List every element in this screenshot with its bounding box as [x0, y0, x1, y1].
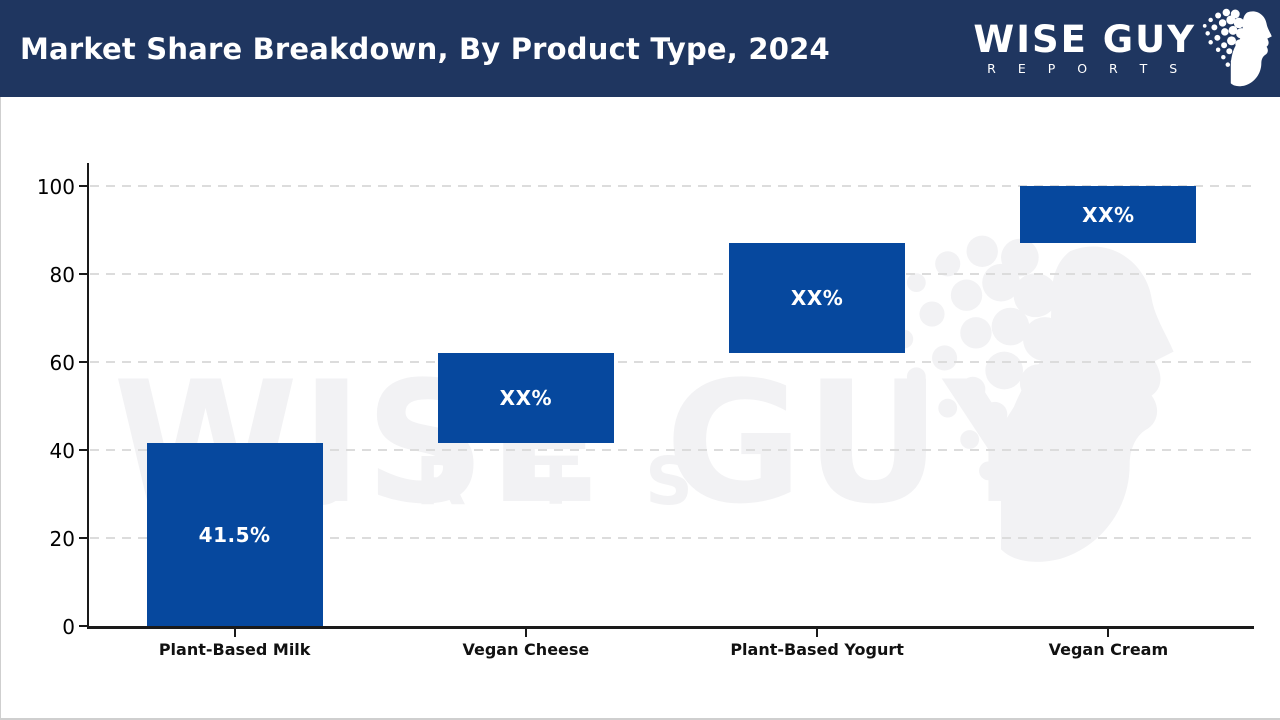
logo-wordmark: WISE GUY	[973, 18, 1196, 61]
page-title: Market Share Breakdown, By Product Type,…	[20, 31, 830, 66]
wiseguy-logo: WISE GUY R E P O R T S	[973, 7, 1280, 91]
bar-segment: XX%	[729, 243, 906, 354]
x-axis-label: Plant-Based Yogurt	[730, 640, 904, 659]
x-axis-label: Vegan Cheese	[462, 640, 590, 659]
y-axis-tick-label: 100	[36, 175, 75, 199]
y-axis-tick-label: 20	[49, 527, 75, 551]
bar-segment: XX%	[1020, 186, 1197, 244]
y-gridline	[90, 361, 1254, 363]
bar-segment: 41.5%	[146, 443, 323, 626]
y-axis-line	[87, 163, 89, 629]
x-axis-tick	[1107, 629, 1110, 637]
watermark-head-icon	[883, 235, 1174, 562]
x-axis-line	[89, 626, 1254, 629]
bar-value-label: 41.5%	[198, 522, 271, 547]
y-axis-tick	[79, 185, 88, 187]
x-axis-tick	[233, 629, 236, 637]
bar-segment: XX%	[437, 353, 614, 444]
logo-subtitle: R E P O R T S	[987, 61, 1187, 76]
bar-value-label: XX%	[1082, 202, 1135, 227]
y-axis-tick	[79, 537, 88, 539]
y-axis-tick-label: 0	[62, 615, 75, 639]
y-axis-tick	[79, 625, 88, 627]
y-gridline	[90, 537, 1254, 539]
y-axis-tick	[79, 361, 88, 363]
y-gridline	[90, 185, 1254, 187]
x-axis-label: Plant-Based Milk	[158, 640, 311, 659]
y-axis-tick-label: 80	[49, 263, 75, 287]
x-axis-label: Vegan Cream	[1048, 640, 1169, 659]
header-bar: Market Share Breakdown, By Product Type,…	[0, 0, 1280, 97]
bar-value-label: XX%	[790, 286, 844, 311]
y-axis-tick	[79, 449, 88, 451]
bar-value-label: XX%	[499, 386, 553, 411]
y-gridline	[90, 449, 1254, 451]
wiseguy-head-icon	[1202, 8, 1272, 86]
chart-area: WISE GUY P O R T S 0 20 40 60 80 100 41.5% Plan…	[1, 97, 1280, 718]
y-gridline	[90, 273, 1254, 275]
y-axis-tick-label: 60	[49, 351, 75, 375]
x-axis-tick	[816, 629, 819, 637]
y-axis-tick-label: 40	[49, 439, 75, 463]
x-axis-tick	[524, 629, 527, 637]
y-axis-tick	[79, 273, 88, 275]
